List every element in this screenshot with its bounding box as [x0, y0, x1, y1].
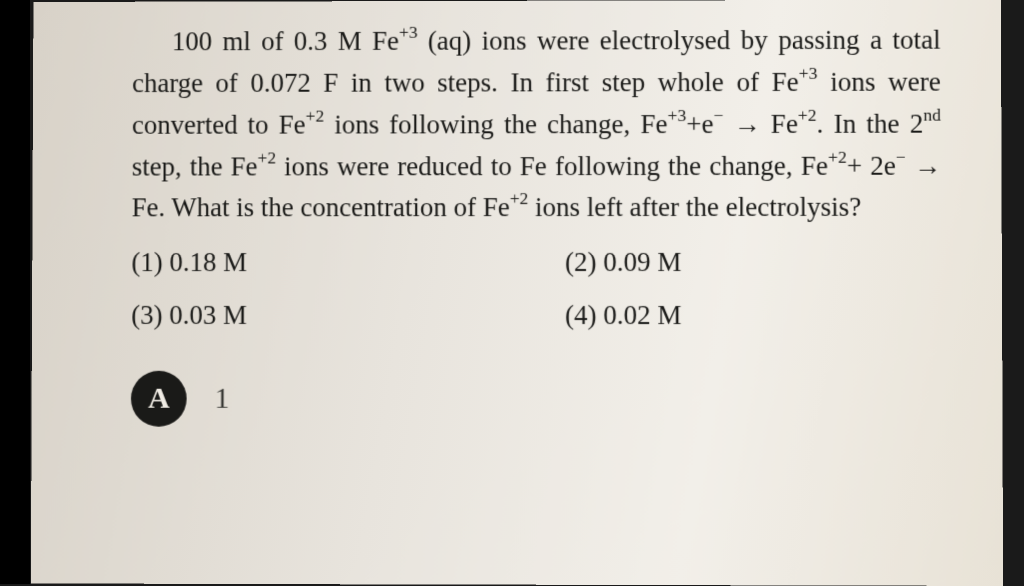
q-eq2-lhs-charge: +2: [828, 146, 847, 166]
q-eq2-rhs: Fe: [132, 193, 159, 223]
q-eq2-lhs: Fe: [801, 150, 828, 180]
q-species4: Fe: [231, 151, 258, 181]
q-molarity: 0.3 M: [294, 26, 362, 56]
q-eq1-rhs-charge: +2: [798, 105, 817, 125]
q-species5: Fe: [483, 192, 510, 222]
q-species1: Fe: [372, 26, 399, 56]
q-second-sup: nd: [923, 104, 941, 124]
q-volume: 100 ml: [172, 26, 251, 56]
q-text6: step, the: [132, 151, 223, 181]
q-eq1-lhs-charge: +3: [667, 105, 686, 125]
page-surface: 100 ml of 0.3 M Fe+3 (aq) ions were elec…: [31, 0, 1003, 586]
q-text2: in two steps. In first step whole of: [351, 67, 759, 98]
option-4[interactable]: (4) 0.02 M: [565, 300, 942, 331]
q-eq1-plus: +e: [686, 109, 713, 139]
q-text7: ions were reduced to Fe following the ch…: [284, 150, 793, 180]
answer-badge: A: [131, 371, 187, 427]
answer-number: 1: [214, 382, 229, 416]
q-species5-charge: +2: [510, 188, 529, 208]
q-species1-charge: +3: [399, 22, 418, 42]
q-eq2-arrow: →: [914, 150, 941, 180]
q-text4: ions following the change,: [334, 109, 630, 139]
q-phase: (aq): [428, 26, 471, 56]
question-paragraph: 100 ml of 0.3 M Fe+3 (aq) ions were elec…: [132, 20, 942, 230]
options-grid: (1) 0.18 M (2) 0.09 M (3) 0.03 M (4) 0.0…: [131, 247, 941, 331]
option-2[interactable]: (2) 0.09 M: [565, 247, 941, 278]
q-second: 2: [910, 108, 924, 138]
answer-row: A 1: [131, 371, 942, 428]
q-eq1-arrow: →: [734, 109, 761, 139]
q-text8: . What is the concentration of: [158, 193, 476, 223]
q-eq1-e-charge: −: [713, 105, 723, 125]
q-of: of: [261, 26, 294, 56]
q-eq2-plus: + 2e: [847, 150, 896, 180]
q-eq1-rhs: Fe: [771, 109, 798, 139]
q-species4-charge: +2: [257, 147, 276, 167]
q-text9: ions left after the electrolysis?: [535, 192, 861, 222]
q-species3-charge: +2: [306, 105, 325, 125]
q-eq2-e-charge: −: [896, 146, 906, 166]
q-species2: Fe: [772, 67, 799, 97]
q-text5: . In the: [817, 108, 900, 138]
option-1[interactable]: (1) 0.18 M: [131, 247, 505, 278]
q-species2-charge: +3: [799, 63, 818, 83]
q-charge-faraday: 0.072 F: [250, 68, 338, 98]
option-3[interactable]: (3) 0.03 M: [131, 300, 505, 331]
q-eq1-lhs: Fe: [640, 109, 667, 139]
device-edge: [0, 0, 30, 584]
q-species3: Fe: [279, 109, 306, 139]
